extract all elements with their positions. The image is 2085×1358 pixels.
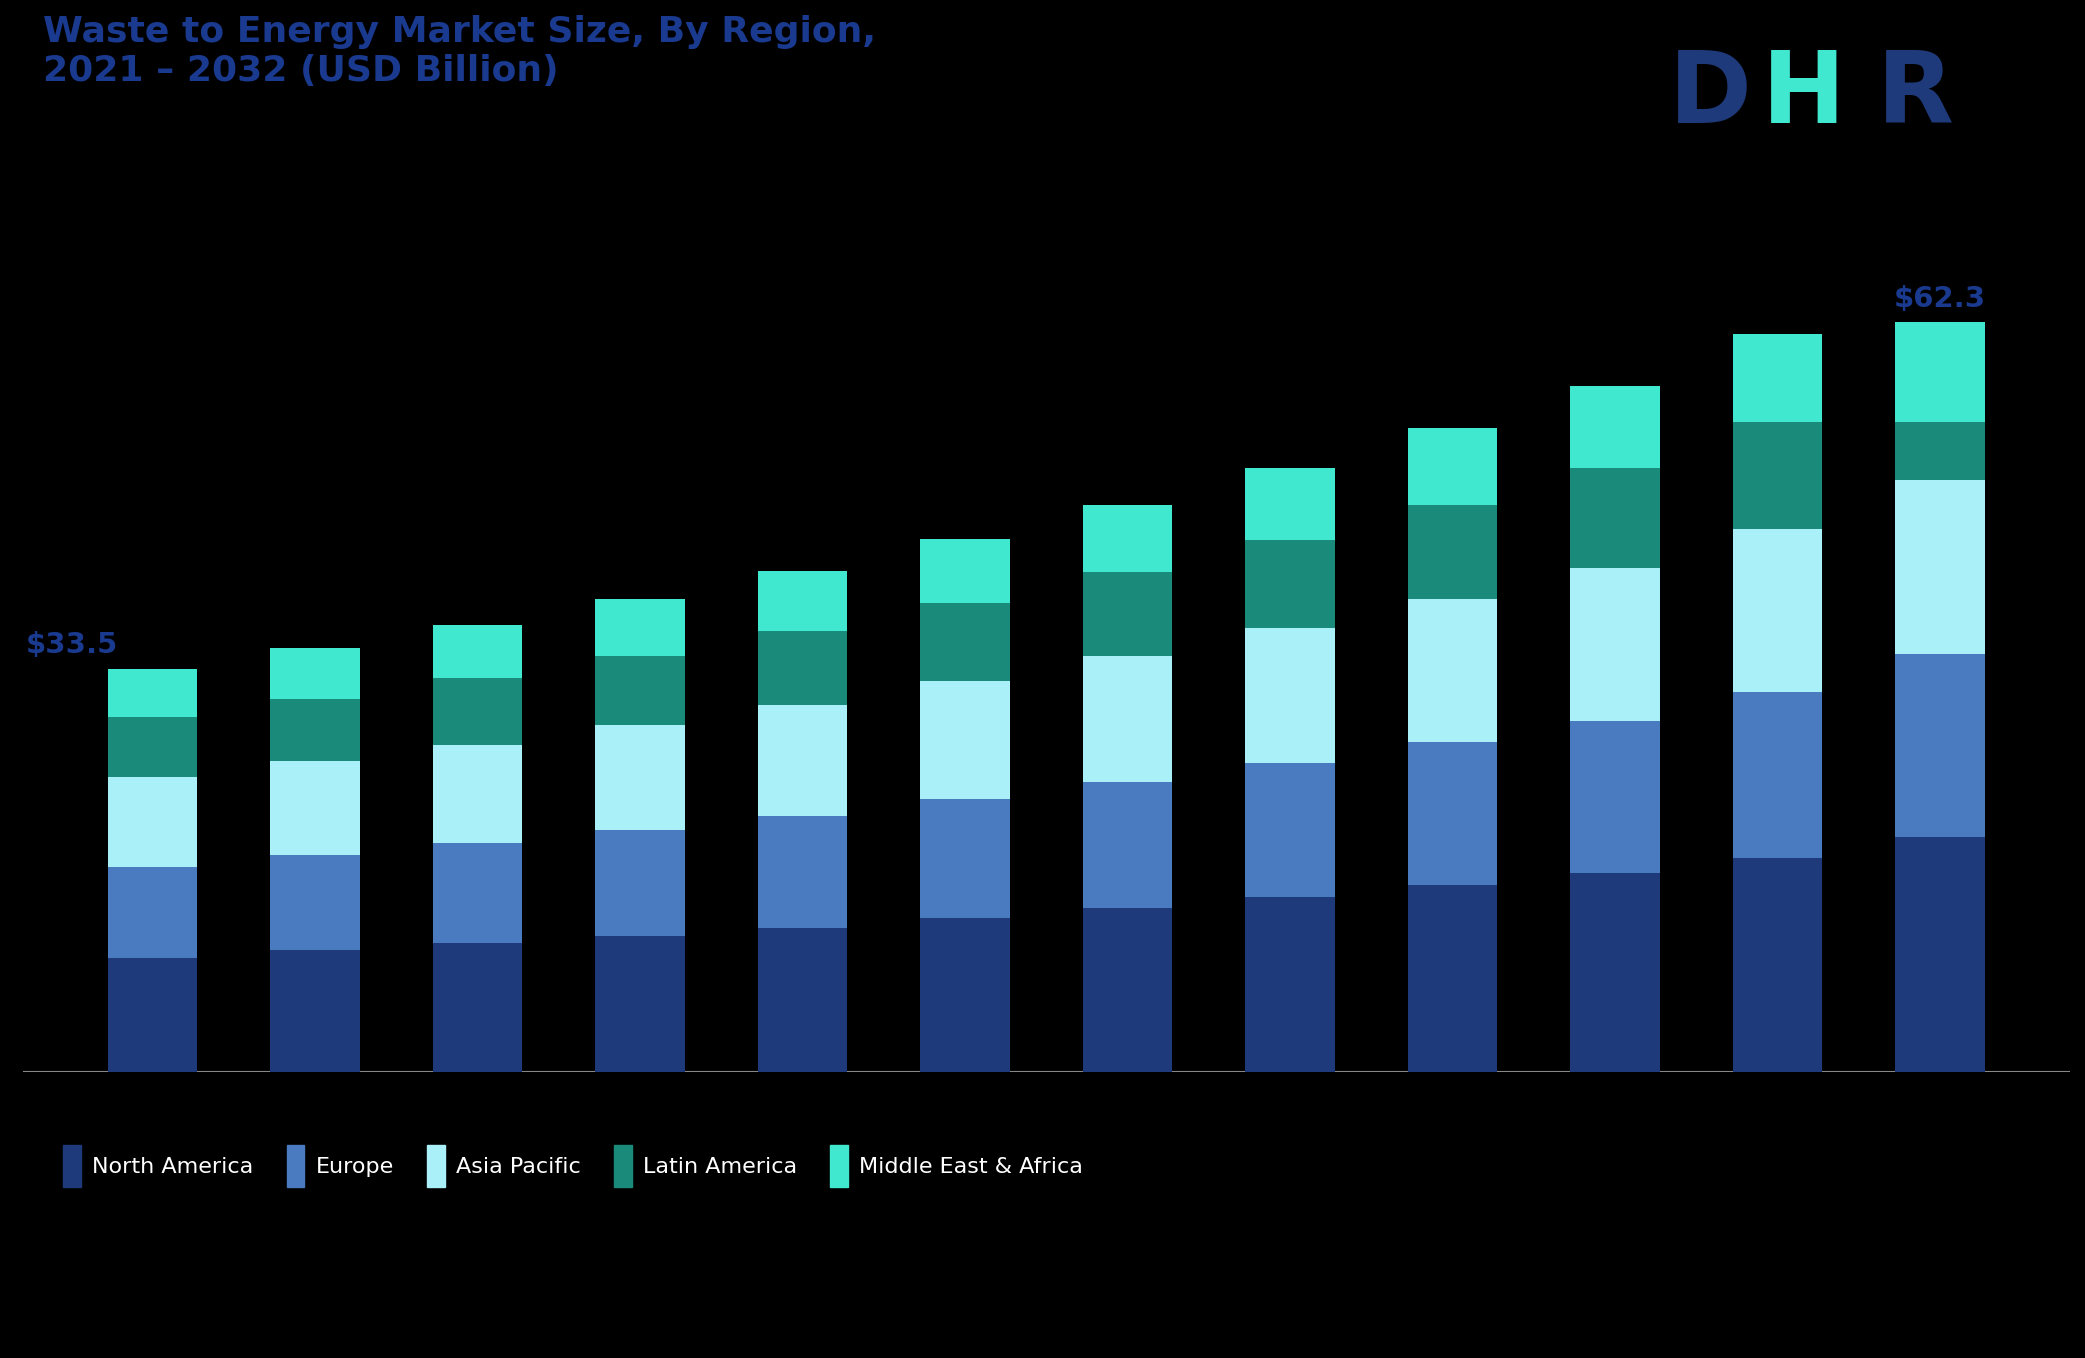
Bar	[1895, 655, 1985, 838]
Bar	[108, 868, 198, 957]
Bar	[1407, 885, 1497, 1071]
Bar	[1895, 322, 1985, 422]
Bar	[1082, 909, 1172, 1071]
Bar	[271, 856, 361, 951]
Bar	[1407, 743, 1497, 885]
Bar	[1570, 467, 1660, 568]
Bar	[1570, 568, 1660, 721]
Bar	[434, 843, 523, 944]
Bar	[1733, 691, 1822, 858]
Bar	[596, 725, 684, 830]
Bar	[919, 680, 1009, 799]
Bar	[108, 957, 198, 1071]
Bar	[759, 816, 847, 928]
Bar	[1895, 479, 1985, 655]
Bar	[919, 799, 1009, 918]
Bar	[1082, 782, 1172, 909]
Bar	[1245, 540, 1334, 627]
Bar	[1733, 858, 1822, 1071]
Text: Waste to Energy Market Size, By Region,
2021 – 2032 (USD Billion): Waste to Energy Market Size, By Region, …	[44, 15, 876, 88]
Bar	[108, 717, 198, 777]
Bar	[1570, 386, 1660, 467]
Bar	[1082, 573, 1172, 656]
Bar	[1245, 467, 1334, 540]
Bar	[1733, 334, 1822, 422]
Text: H: H	[1762, 46, 1845, 144]
Bar	[434, 626, 523, 679]
Bar	[759, 705, 847, 816]
Bar	[759, 631, 847, 705]
Bar	[919, 603, 1009, 680]
Bar	[271, 699, 361, 762]
Text: D: D	[1668, 46, 1751, 144]
Bar	[1407, 599, 1497, 743]
Bar	[1895, 422, 1985, 479]
Text: $33.5: $33.5	[25, 631, 117, 659]
Bar	[271, 951, 361, 1071]
Bar	[434, 944, 523, 1071]
Bar	[271, 762, 361, 856]
Legend: North America, Europe, Asia Pacific, Latin America, Middle East & Africa: North America, Europe, Asia Pacific, Lat…	[54, 1137, 1093, 1195]
Bar	[1407, 428, 1497, 505]
Bar	[1082, 505, 1172, 573]
Bar	[596, 599, 684, 656]
Bar	[759, 928, 847, 1071]
Bar	[759, 572, 847, 631]
Bar	[1245, 627, 1334, 763]
Text: R: R	[1876, 46, 1954, 144]
Bar	[1570, 721, 1660, 873]
Bar	[1245, 763, 1334, 898]
Bar	[596, 656, 684, 725]
Bar	[1895, 838, 1985, 1071]
Bar	[108, 668, 198, 717]
Bar	[596, 936, 684, 1071]
Bar	[1570, 873, 1660, 1071]
Bar	[1245, 898, 1334, 1071]
Bar	[1733, 530, 1822, 691]
Bar	[1407, 505, 1497, 599]
Bar	[108, 777, 198, 868]
Bar	[919, 539, 1009, 603]
Bar	[1733, 422, 1822, 530]
Bar	[271, 648, 361, 699]
Text: $62.3: $62.3	[1893, 285, 1987, 312]
Bar	[434, 679, 523, 744]
Bar	[434, 744, 523, 843]
Bar	[919, 918, 1009, 1071]
Bar	[596, 830, 684, 936]
Bar	[1082, 656, 1172, 782]
